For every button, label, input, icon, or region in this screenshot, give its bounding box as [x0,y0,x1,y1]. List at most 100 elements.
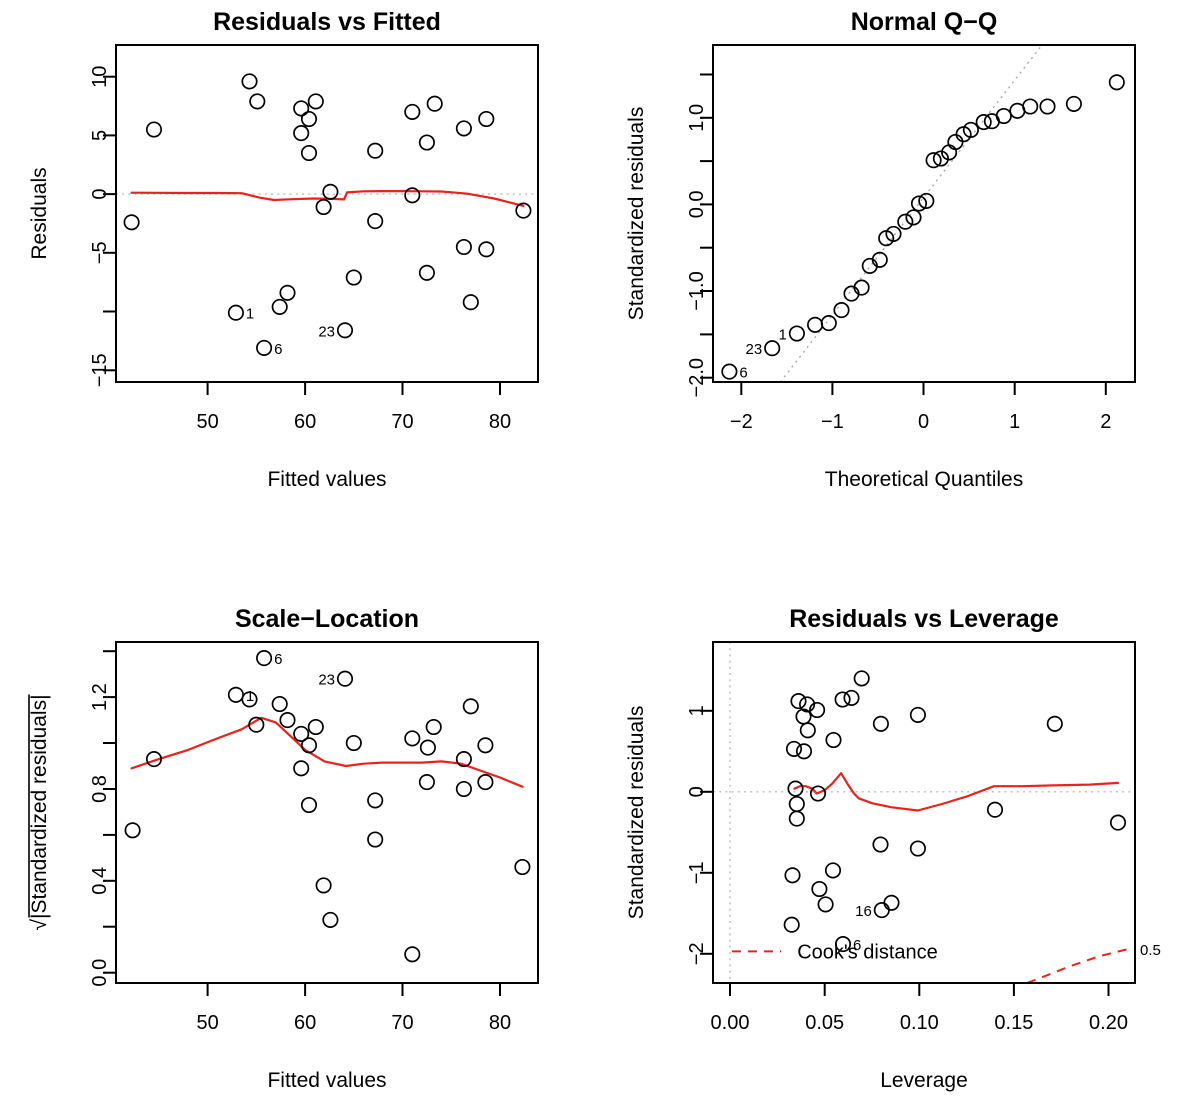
data-point [783,916,800,933]
data-point [345,734,362,752]
x-tick-label: 70 [391,411,413,433]
data-point [764,340,781,357]
data-point [307,718,324,736]
data-point [241,691,258,708]
data-point [300,737,318,754]
data-point [404,103,421,120]
point-index-label: 6 [274,651,282,668]
data-point [799,722,816,739]
data-point [418,264,435,281]
y-axis-label: √|Standardized residuals| [28,694,51,930]
data-point [1108,74,1125,91]
data-point [824,862,842,879]
data-point [853,670,870,687]
x-tick-label: 0.15 [994,1012,1033,1034]
point-index-label: 6 [853,937,861,954]
x-tick-label: 80 [489,1012,511,1034]
y-tick-label: 1.2 [89,683,111,711]
data-point [811,880,828,898]
point-index-label: 1 [779,326,787,343]
x-axis-label: Theoretical Quantiles [825,468,1023,491]
chart-title: Residuals vs Leverage [789,605,1059,633]
data-point [1039,98,1056,115]
data-point [418,774,435,791]
data-point [975,114,992,131]
data-point [871,251,888,268]
data-point [872,715,889,732]
data-point [293,725,310,742]
data-point [834,936,852,953]
data-point [910,195,928,212]
data-point [367,831,384,848]
data-point [477,737,494,754]
data-point [833,302,850,319]
x-tick-label: −2 [730,411,753,433]
y-tick-label: 10 [89,66,111,88]
chart-title: Normal Q−Q [851,8,998,36]
chart-title: Scale−Location [235,605,419,633]
data-point [843,689,860,706]
qq-reference-line [779,44,1043,383]
plot-box [712,641,1136,984]
data-point [256,650,273,667]
point-index-label: 23 [318,323,335,340]
data-point [883,894,900,911]
data-point [905,209,922,226]
x-tick-label: 60 [294,411,316,433]
y-tick-label: 0.0 [686,190,708,218]
x-axis-label: Leverage [880,1069,968,1092]
x-tick-label: 0.20 [1089,1012,1128,1034]
data-point [249,93,266,110]
data-point [271,695,288,713]
data-point [256,339,273,356]
panel-normal-qq: 6 23 1 −2 −1 0 1 2 1.0 0.0 −1.0 −2.0 Normal Q−Q Theor… [597,0,1194,550]
data-point [918,192,935,209]
y-tick-label: 0 [686,786,708,797]
chart-title: Residuals vs Fitted [213,8,441,36]
x-tick-label: 0.10 [900,1012,939,1034]
x-axis-label: Fitted values [267,1069,386,1092]
data-point [1022,98,1039,115]
data-point [248,716,265,733]
data-point [807,316,824,333]
data-point [1109,814,1127,831]
point-index-label: 16 [855,903,872,920]
data-point [788,795,805,813]
data-point [477,774,494,791]
y-tick-label: 0.8 [89,775,111,803]
data-point [1065,95,1082,112]
plot-box [115,641,539,984]
data-point [404,187,421,204]
panel-scale-location: 6 23 1 50 60 70 80 0.0 0.4 0.8 1.2 Scale−Location Fi… [0,550,597,1101]
data-point [404,946,421,963]
data-point [404,730,421,747]
x-tick-label: 50 [196,1012,218,1034]
y-tick-label: 0 [89,189,111,200]
data-point [795,743,813,760]
data-point [462,698,479,715]
data-point [788,810,805,827]
y-tick-label: −1 [686,861,708,884]
plot-box [115,44,539,383]
data-point [809,701,826,719]
data-point [367,142,384,159]
point-index-label: 1 [246,688,254,705]
data-point [514,858,531,876]
data-point [932,150,949,167]
smooth-line [793,772,1120,812]
y-tick-label: −15 [89,353,111,387]
data-point [279,284,296,301]
data-point [345,269,362,286]
data-point [455,238,472,256]
data-point [820,315,837,332]
data-point [853,279,870,296]
data-point [293,760,310,777]
y-tick-label: −2.0 [686,358,708,397]
cooks-distance-contour [1026,948,1129,984]
data-point [825,731,842,749]
y-axis-label: Standardized residuals [625,706,648,920]
point-index-label: 1 [246,306,254,323]
x-tick-label: 0.00 [711,1012,750,1034]
data-point [788,325,805,342]
